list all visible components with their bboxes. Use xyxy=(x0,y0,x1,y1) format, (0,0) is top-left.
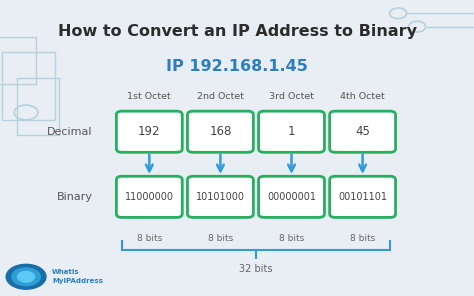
Text: 8 bits: 8 bits xyxy=(137,234,162,243)
Circle shape xyxy=(12,268,40,286)
Text: 8 bits: 8 bits xyxy=(279,234,304,243)
Text: Binary: Binary xyxy=(56,192,92,202)
Text: 1: 1 xyxy=(288,125,295,138)
FancyBboxPatch shape xyxy=(188,111,253,152)
FancyBboxPatch shape xyxy=(259,111,324,152)
Text: 3rd Octet: 3rd Octet xyxy=(269,92,314,101)
Text: 45: 45 xyxy=(355,125,370,138)
FancyBboxPatch shape xyxy=(330,111,395,152)
Text: 00101101: 00101101 xyxy=(338,192,387,202)
Text: 8 bits: 8 bits xyxy=(350,234,375,243)
Text: 11000000: 11000000 xyxy=(125,192,174,202)
Text: 32 bits: 32 bits xyxy=(239,264,273,274)
Text: 2nd Octet: 2nd Octet xyxy=(197,92,244,101)
Text: 192: 192 xyxy=(138,125,161,138)
Text: 10101000: 10101000 xyxy=(196,192,245,202)
Circle shape xyxy=(6,264,46,289)
Text: 1st Octet: 1st Octet xyxy=(128,92,171,101)
FancyBboxPatch shape xyxy=(117,111,182,152)
Text: 4th Octet: 4th Octet xyxy=(340,92,385,101)
FancyBboxPatch shape xyxy=(259,176,324,217)
Text: WhatIs: WhatIs xyxy=(52,269,80,275)
Text: 168: 168 xyxy=(209,125,232,138)
Text: IP 192.168.1.45: IP 192.168.1.45 xyxy=(166,59,308,74)
Text: MyIPAddress: MyIPAddress xyxy=(52,278,103,284)
Circle shape xyxy=(18,271,35,282)
FancyBboxPatch shape xyxy=(330,176,395,217)
Text: How to Convert an IP Address to Binary: How to Convert an IP Address to Binary xyxy=(57,24,417,38)
Text: 8 bits: 8 bits xyxy=(208,234,233,243)
FancyBboxPatch shape xyxy=(117,176,182,217)
Text: 00000001: 00000001 xyxy=(267,192,316,202)
Text: Decimal: Decimal xyxy=(47,127,92,137)
FancyBboxPatch shape xyxy=(188,176,253,217)
